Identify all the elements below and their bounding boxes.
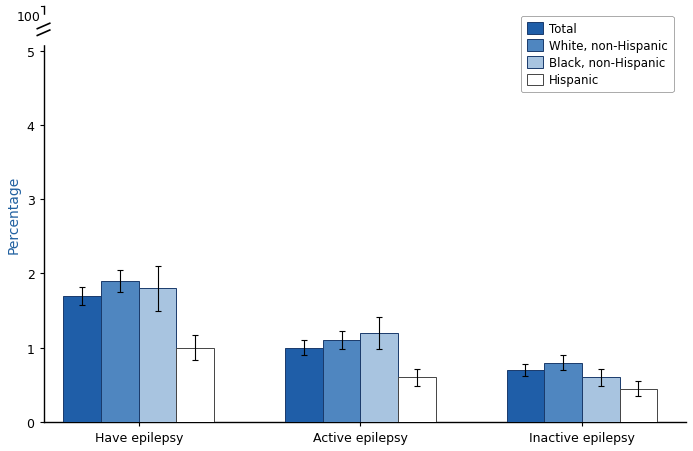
Bar — [620, 389, 657, 422]
Bar — [398, 377, 436, 422]
Bar — [360, 333, 398, 422]
Y-axis label: Percentage: Percentage — [7, 175, 21, 253]
Bar — [544, 363, 582, 422]
Bar — [582, 377, 620, 422]
Bar — [507, 370, 544, 422]
Legend: Total, White, non-Hispanic, Black, non-Hispanic, Hispanic: Total, White, non-Hispanic, Black, non-H… — [520, 17, 674, 93]
Bar — [323, 341, 360, 422]
Bar — [177, 348, 214, 422]
Bar — [139, 289, 177, 422]
Text: 100: 100 — [17, 11, 40, 24]
Bar — [285, 348, 323, 422]
Bar — [101, 281, 139, 422]
Bar — [64, 296, 101, 422]
